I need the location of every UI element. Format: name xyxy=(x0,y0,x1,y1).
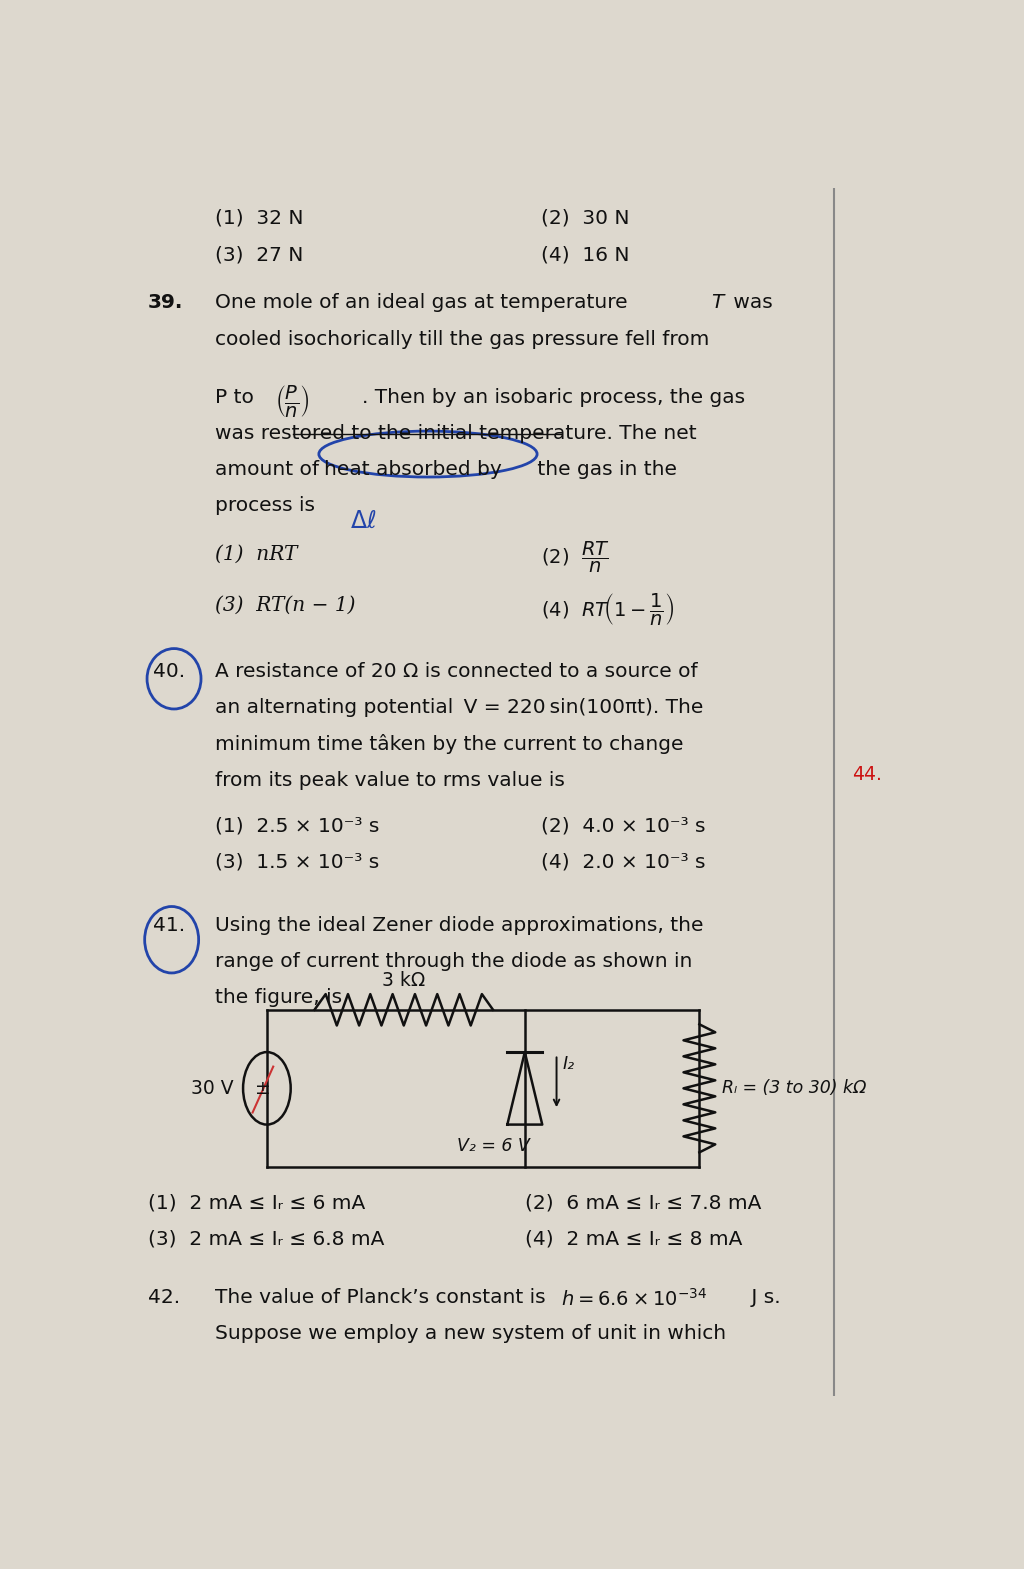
Text: the figure, is: the figure, is xyxy=(215,988,342,1007)
Text: $\Delta\ell$: $\Delta\ell$ xyxy=(350,508,377,532)
Text: (3)  RT(n − 1): (3) RT(n − 1) xyxy=(215,595,355,615)
Text: (4)  $RT\!\left(1-\dfrac{1}{n}\right)$: (4) $RT\!\left(1-\dfrac{1}{n}\right)$ xyxy=(541,590,674,626)
Text: ±: ± xyxy=(255,1079,270,1098)
Text: (2)  30 N: (2) 30 N xyxy=(541,209,629,228)
Text: (4)  16 N: (4) 16 N xyxy=(541,245,629,264)
Text: 3 kΩ: 3 kΩ xyxy=(382,971,425,990)
Text: (3)  27 N: (3) 27 N xyxy=(215,245,304,264)
Text: (2)  $\dfrac{RT}{n}$: (2) $\dfrac{RT}{n}$ xyxy=(541,540,609,574)
Text: 42.: 42. xyxy=(147,1288,180,1307)
Text: the gas in the: the gas in the xyxy=(531,460,677,479)
Text: was: was xyxy=(727,293,773,312)
Text: cooled isochorically till the gas pressure fell from: cooled isochorically till the gas pressu… xyxy=(215,329,710,348)
Text: One mole of an ideal gas at temperature: One mole of an ideal gas at temperature xyxy=(215,293,642,312)
Text: heat absorbed by: heat absorbed by xyxy=(324,460,502,479)
Text: (4)  2.0 × 10⁻³ s: (4) 2.0 × 10⁻³ s xyxy=(541,854,706,872)
Text: A resistance of 20 Ω is connected to a source of: A resistance of 20 Ω is connected to a s… xyxy=(215,662,698,681)
Text: was restored to the initial temperature. The net: was restored to the initial temperature.… xyxy=(215,424,697,442)
Text: amount of: amount of xyxy=(215,460,326,479)
Text: an alternating potential  V = 220 sin(100πt). The: an alternating potential V = 220 sin(100… xyxy=(215,698,703,717)
Text: 39.: 39. xyxy=(147,293,183,312)
Text: . Then by an isobaric process, the gas: . Then by an isobaric process, the gas xyxy=(362,388,745,406)
Text: Using the ideal Zener diode approximations, the: Using the ideal Zener diode approximatio… xyxy=(215,916,703,935)
Text: process is: process is xyxy=(215,496,315,515)
Text: V₂ = 6 V: V₂ = 6 V xyxy=(458,1136,530,1155)
Text: (3)  2 mA ≤ Iᵣ ≤ 6.8 mA: (3) 2 mA ≤ Iᵣ ≤ 6.8 mA xyxy=(147,1230,384,1249)
Text: (2)  6 mA ≤ Iᵣ ≤ 7.8 mA: (2) 6 mA ≤ Iᵣ ≤ 7.8 mA xyxy=(524,1194,761,1213)
Text: I₂: I₂ xyxy=(563,1054,575,1073)
Text: (1)  nRT: (1) nRT xyxy=(215,544,298,563)
Text: minimum time tâken by the current to change: minimum time tâken by the current to cha… xyxy=(215,734,684,755)
Text: 40.: 40. xyxy=(154,662,185,681)
Text: $\left(\dfrac{P}{n}\right)$: $\left(\dfrac{P}{n}\right)$ xyxy=(274,383,309,419)
Text: P to: P to xyxy=(215,388,260,406)
Text: 41.: 41. xyxy=(154,916,185,935)
Text: (3)  1.5 × 10⁻³ s: (3) 1.5 × 10⁻³ s xyxy=(215,854,380,872)
Text: $h = 6.6 \times 10^{-34}$: $h = 6.6 \times 10^{-34}$ xyxy=(560,1288,707,1310)
Text: The value of Planck’s constant is: The value of Planck’s constant is xyxy=(215,1288,556,1307)
Text: (2)  4.0 × 10⁻³ s: (2) 4.0 × 10⁻³ s xyxy=(541,816,706,836)
Text: Rₗ = (3 to 30) kΩ: Rₗ = (3 to 30) kΩ xyxy=(722,1079,866,1097)
Text: 44.: 44. xyxy=(852,764,882,783)
Text: (1)  32 N: (1) 32 N xyxy=(215,209,304,228)
Text: (4)  2 mA ≤ Iᵣ ≤ 8 mA: (4) 2 mA ≤ Iᵣ ≤ 8 mA xyxy=(524,1230,742,1249)
Text: J s.: J s. xyxy=(745,1288,781,1307)
Text: from its peak value to rms value is: from its peak value to rms value is xyxy=(215,770,565,789)
Text: 30 V: 30 V xyxy=(191,1079,234,1098)
Text: Suppose we employ a new system of unit in which: Suppose we employ a new system of unit i… xyxy=(215,1324,726,1343)
Text: T: T xyxy=(712,293,724,312)
Text: (1)  2.5 × 10⁻³ s: (1) 2.5 × 10⁻³ s xyxy=(215,816,380,836)
Text: (1)  2 mA ≤ Iᵣ ≤ 6 mA: (1) 2 mA ≤ Iᵣ ≤ 6 mA xyxy=(147,1194,366,1213)
Text: range of current through the diode as shown in: range of current through the diode as sh… xyxy=(215,952,692,971)
